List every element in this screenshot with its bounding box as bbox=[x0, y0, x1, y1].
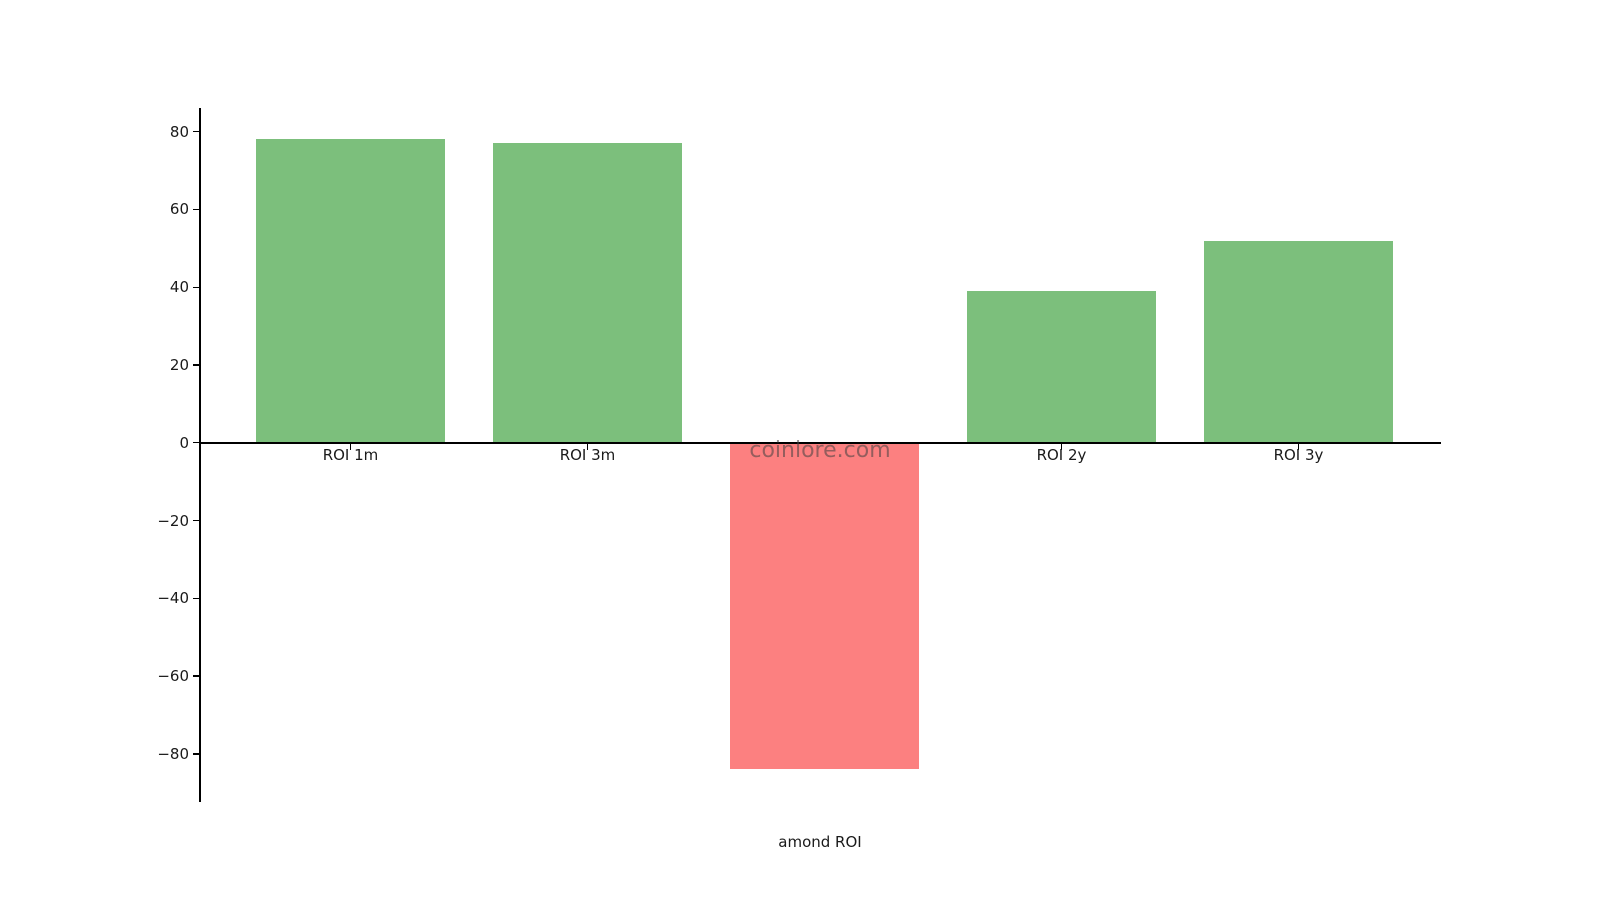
watermark-text: coinlore.com bbox=[749, 438, 891, 463]
y-tick-label-−80: −80 bbox=[157, 744, 189, 763]
y-tick-−20 bbox=[193, 519, 200, 522]
y-tick-label-−40: −40 bbox=[157, 589, 189, 608]
y-tick-60 bbox=[193, 208, 200, 211]
x-tick-roi-1m bbox=[349, 442, 352, 450]
y-tick-−40 bbox=[193, 597, 200, 600]
bar-roi-1m bbox=[256, 139, 445, 443]
y-tick-label-−60: −60 bbox=[157, 667, 189, 686]
x-tick-label-roi-3y: ROI 3y bbox=[1273, 446, 1324, 465]
y-tick-−60 bbox=[193, 675, 200, 677]
y-tick-label-0: 0 bbox=[179, 433, 189, 452]
x-axis-line bbox=[199, 442, 1441, 444]
x-tick-label-roi-1m: ROI 1m bbox=[322, 446, 379, 465]
x-axis-title: amond ROI bbox=[778, 833, 862, 851]
y-tick-20 bbox=[193, 364, 200, 366]
x-tick-roi-3y bbox=[1297, 442, 1300, 450]
y-axis-spine bbox=[199, 108, 201, 802]
bar-3 bbox=[730, 442, 919, 770]
y-tick-0 bbox=[193, 442, 200, 444]
bar-roi-2y bbox=[967, 291, 1156, 443]
y-tick-label-20: 20 bbox=[169, 356, 189, 375]
y-tick-label-40: 40 bbox=[169, 278, 189, 297]
y-tick-label-60: 60 bbox=[169, 200, 189, 219]
x-tick-label-roi-2y: ROI 2y bbox=[1036, 446, 1087, 465]
y-tick-−80 bbox=[193, 753, 200, 755]
y-tick-label-−20: −20 bbox=[157, 511, 189, 530]
x-tick-label-roi-3m: ROI 3m bbox=[559, 446, 616, 465]
y-tick-40 bbox=[193, 286, 200, 288]
bar-roi-3m bbox=[493, 143, 682, 443]
y-tick-80 bbox=[193, 130, 200, 133]
bar-roi-3y bbox=[1204, 240, 1393, 443]
x-tick-roi-3m bbox=[586, 442, 589, 450]
x-tick-roi-2y bbox=[1060, 442, 1063, 450]
y-tick-label-80: 80 bbox=[169, 122, 189, 141]
